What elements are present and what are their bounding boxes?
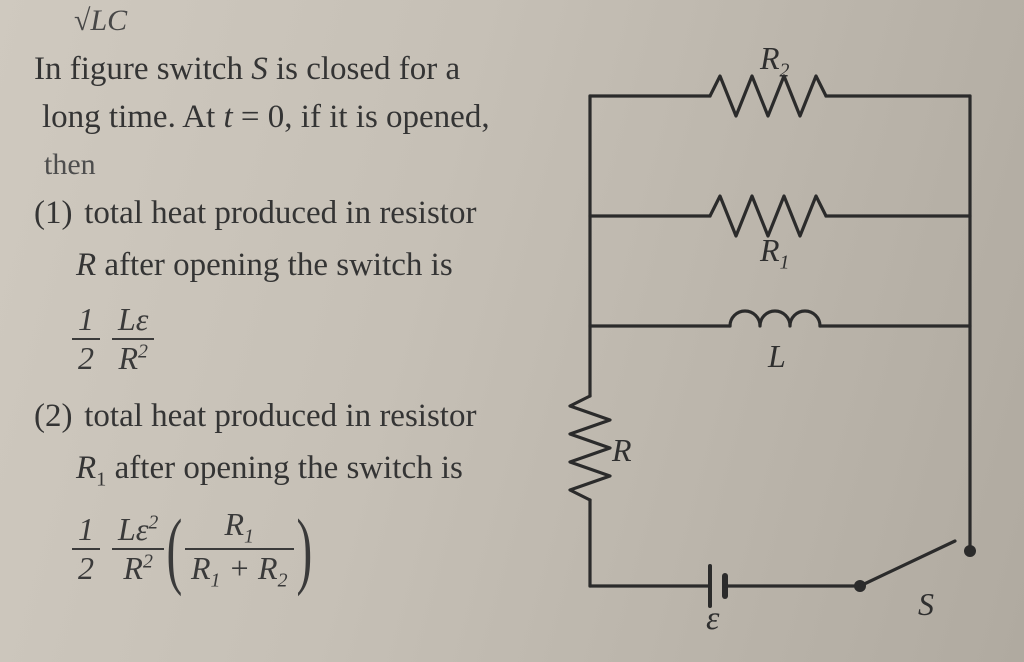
frac-Le-den-exp: 2 xyxy=(138,341,148,363)
label-r1-R: R xyxy=(760,232,780,268)
option-2: (2) total heat produced in resistor xyxy=(34,393,554,441)
frac-R1-den-s1: 1 xyxy=(211,570,221,592)
frac-half-2: 1 2 xyxy=(72,511,100,587)
option-1-number: (1) xyxy=(34,190,76,238)
frac-R1-num-sub: 1 xyxy=(244,525,254,547)
option-1: (1) total heat produced in resistor xyxy=(34,190,554,238)
switch-arm xyxy=(860,541,955,586)
frac-Le2-num: Lε2 xyxy=(112,511,164,548)
label-r1: R1 xyxy=(760,232,789,274)
stem-1a: In figure switch xyxy=(34,51,251,87)
frac-half-2-num: 1 xyxy=(72,511,100,548)
stem-line-2: long time. At t = 0, if it is opened, xyxy=(34,94,554,142)
frac-Le-den-R: R xyxy=(118,340,138,376)
option-1-rest: after opening the switch is xyxy=(96,247,453,283)
stem-2b: = 0, if it is opened, xyxy=(233,99,490,135)
frac-Le2-Rsq: Lε2 R2 xyxy=(112,511,164,587)
resistor-r1 xyxy=(710,196,826,236)
label-r2-sub: 2 xyxy=(780,59,790,81)
option-2-line2: R1 after opening the switch is xyxy=(34,445,554,495)
frac-R1-num: R1 xyxy=(185,506,294,548)
frac-half-1-den: 2 xyxy=(72,338,100,377)
option-1-line2: R after opening the switch is xyxy=(34,242,554,290)
frac-R1-R1R2: R1 R1 + R2 xyxy=(185,506,294,593)
frac-R1-den: R1 + R2 xyxy=(185,548,294,592)
label-l: L xyxy=(768,338,786,375)
option-2-number: (2) xyxy=(34,393,76,441)
inductor-l xyxy=(730,311,820,326)
label-r2: R2 xyxy=(760,40,789,82)
paren-right: ) xyxy=(296,509,312,589)
frac-R1-num-R: R xyxy=(225,506,245,542)
resistor-r xyxy=(570,396,610,500)
option-2-formula: 1 2 Lε2 R2 ( R1 R1 + R2 ) xyxy=(66,499,554,599)
stem-then: then xyxy=(44,148,554,182)
frac-half-1: 1 2 xyxy=(72,301,100,377)
frac-half-1-num: 1 xyxy=(72,301,100,338)
frac-R1-den-s2: 2 xyxy=(278,570,288,592)
option-2-R1-sub: 1 xyxy=(96,469,106,491)
stem-line-1: In figure switch S is closed for a xyxy=(34,46,554,94)
frac-Le-den: R2 xyxy=(112,338,154,377)
frac-Le2-den-R: R xyxy=(123,550,143,586)
label-eps: ε xyxy=(706,600,719,638)
frac-R1-den-plus: + xyxy=(220,550,258,586)
frac-R1-den-R2: R xyxy=(258,550,278,586)
circuit-svg xyxy=(560,46,1000,626)
stem-1b: is closed for a xyxy=(268,51,460,87)
option-1-formula: 1 2 Lε R2 xyxy=(66,293,554,385)
frac-Le2-num-a: Lε xyxy=(118,511,148,547)
circuit-diagram: R2 R1 L R ε S xyxy=(560,46,1000,626)
frac-R1-den-R1: R xyxy=(191,550,211,586)
option-2-line1: total heat produced in resistor xyxy=(76,398,476,434)
option-1-line1: total heat produced in resistor xyxy=(76,195,476,231)
paren-left: ( xyxy=(167,509,183,589)
frac-Le-num: Lε xyxy=(112,301,154,338)
frac-Le2-den: R2 xyxy=(112,548,164,587)
frac-half-2-den: 2 xyxy=(72,548,100,587)
option-2-R1-R: R xyxy=(76,450,96,486)
stem-t: t xyxy=(224,99,233,135)
label-r1-sub: 1 xyxy=(780,251,790,273)
switch-terminal-right xyxy=(964,545,976,557)
stem-2a: long time. At xyxy=(42,99,224,135)
fragment-sqrt: √LC xyxy=(74,4,554,38)
option-1-R: R xyxy=(76,247,96,283)
frac-Le2-den-exp: 2 xyxy=(143,551,153,573)
question-text-block: √LC In figure switch S is closed for a l… xyxy=(34,4,554,607)
option-2-rest: after opening the switch is xyxy=(106,450,463,486)
label-r: R xyxy=(612,432,632,469)
frac-Le-Rsq: Lε R2 xyxy=(112,301,154,377)
label-r2-R: R xyxy=(760,40,780,76)
label-s: S xyxy=(918,586,934,623)
frac-Le2-num-exp: 2 xyxy=(148,512,158,534)
stem-S: S xyxy=(251,51,268,87)
